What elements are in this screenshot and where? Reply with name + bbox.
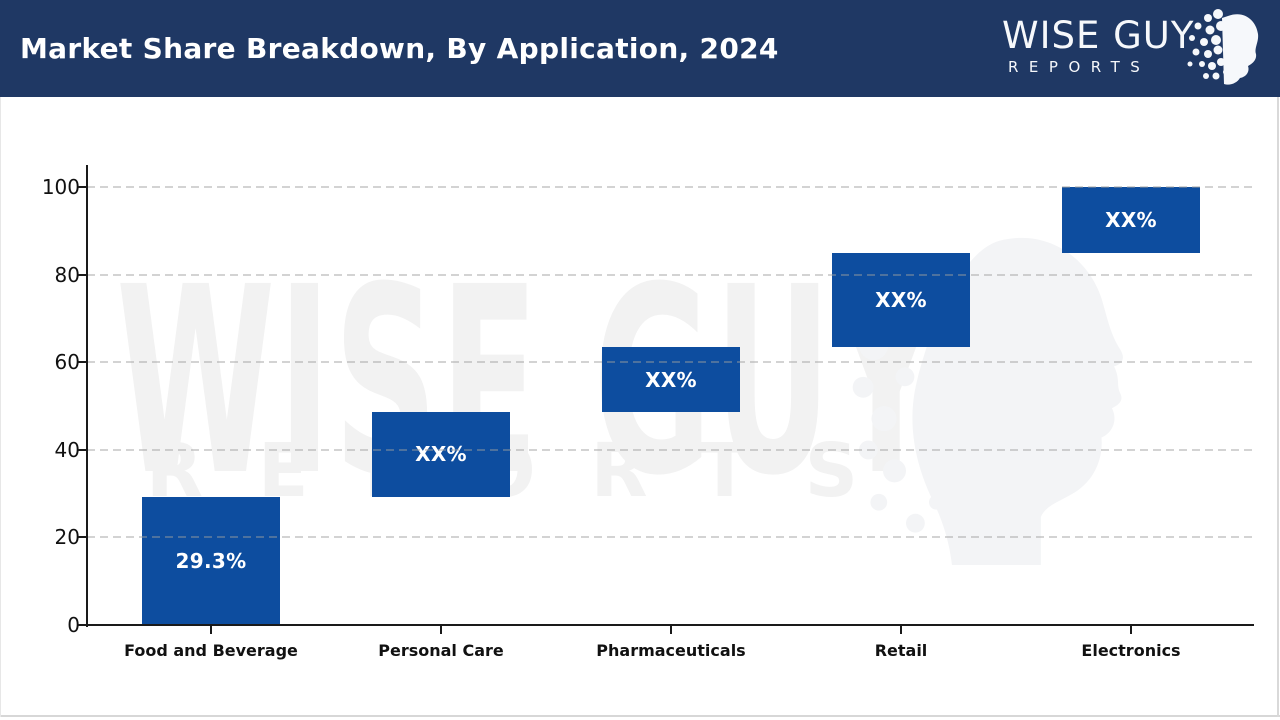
x-axis-category-label: Pharmaceuticals <box>596 641 746 660</box>
y-tick-label: 100 <box>41 175 80 199</box>
bar-value-label: XX% <box>875 287 927 312</box>
bar-value-label: XX% <box>1105 207 1157 232</box>
waterfall-bar: XX% <box>832 252 970 348</box>
background-watermark-text: WISE GUY <box>116 232 941 532</box>
y-tick-mark <box>78 624 87 626</box>
x-axis-category-label: Retail <box>874 641 928 660</box>
x-axis-category-label: Personal Care <box>378 641 504 660</box>
y-tick-mark <box>78 273 87 276</box>
grid-line <box>87 186 1253 188</box>
grid-line <box>87 273 1253 276</box>
y-tick-mark <box>78 536 87 539</box>
grid-line <box>87 448 1253 451</box>
logo-wordmark: WISE GUY <box>1002 14 1194 57</box>
x-tick-mark <box>1130 626 1132 634</box>
waterfall-bar: XX% <box>372 412 510 497</box>
page-left-border <box>0 97 1 717</box>
x-tick-mark <box>670 626 672 634</box>
x-tick-mark <box>900 626 902 634</box>
y-tick-label: 80 <box>54 262 80 287</box>
page-bottom-border <box>0 715 1280 717</box>
logo-subtext: REPORTS <box>1008 58 1150 76</box>
x-axis-category-label: Electronics <box>1081 641 1181 660</box>
waterfall-bar: 29.3% <box>142 496 280 625</box>
logo-face-icon <box>1187 9 1259 85</box>
page-title: Market Share Breakdown, By Application, … <box>20 32 779 65</box>
bar-value-label: XX% <box>415 442 467 467</box>
bar-value-label: XX% <box>645 367 697 392</box>
y-tick-mark <box>78 186 87 188</box>
wise-guy-reports-logo: WISE GUY REPORTS <box>1002 9 1259 85</box>
grid-line <box>87 536 1253 539</box>
waterfall-bar: XX% <box>1062 187 1200 253</box>
y-axis-line <box>86 165 88 627</box>
y-tick-mark <box>78 361 87 364</box>
bar-value-label: 29.3% <box>175 548 247 573</box>
x-tick-mark <box>210 626 212 634</box>
y-tick-label: 20 <box>54 525 80 550</box>
x-tick-mark <box>440 626 442 634</box>
x-axis-category-label: Food and Beverage <box>124 641 298 660</box>
y-tick-label: 60 <box>54 350 80 375</box>
y-tick-mark <box>78 448 87 451</box>
grid-line <box>87 361 1253 364</box>
x-axis-line <box>86 624 1254 626</box>
app-header: Market Share Breakdown, By Application, … <box>0 0 1280 97</box>
y-tick-label: 40 <box>54 437 80 462</box>
y-tick-label: 0 <box>67 613 80 637</box>
waterfall-bar: XX% <box>602 347 740 413</box>
page-right-border <box>1277 97 1279 717</box>
